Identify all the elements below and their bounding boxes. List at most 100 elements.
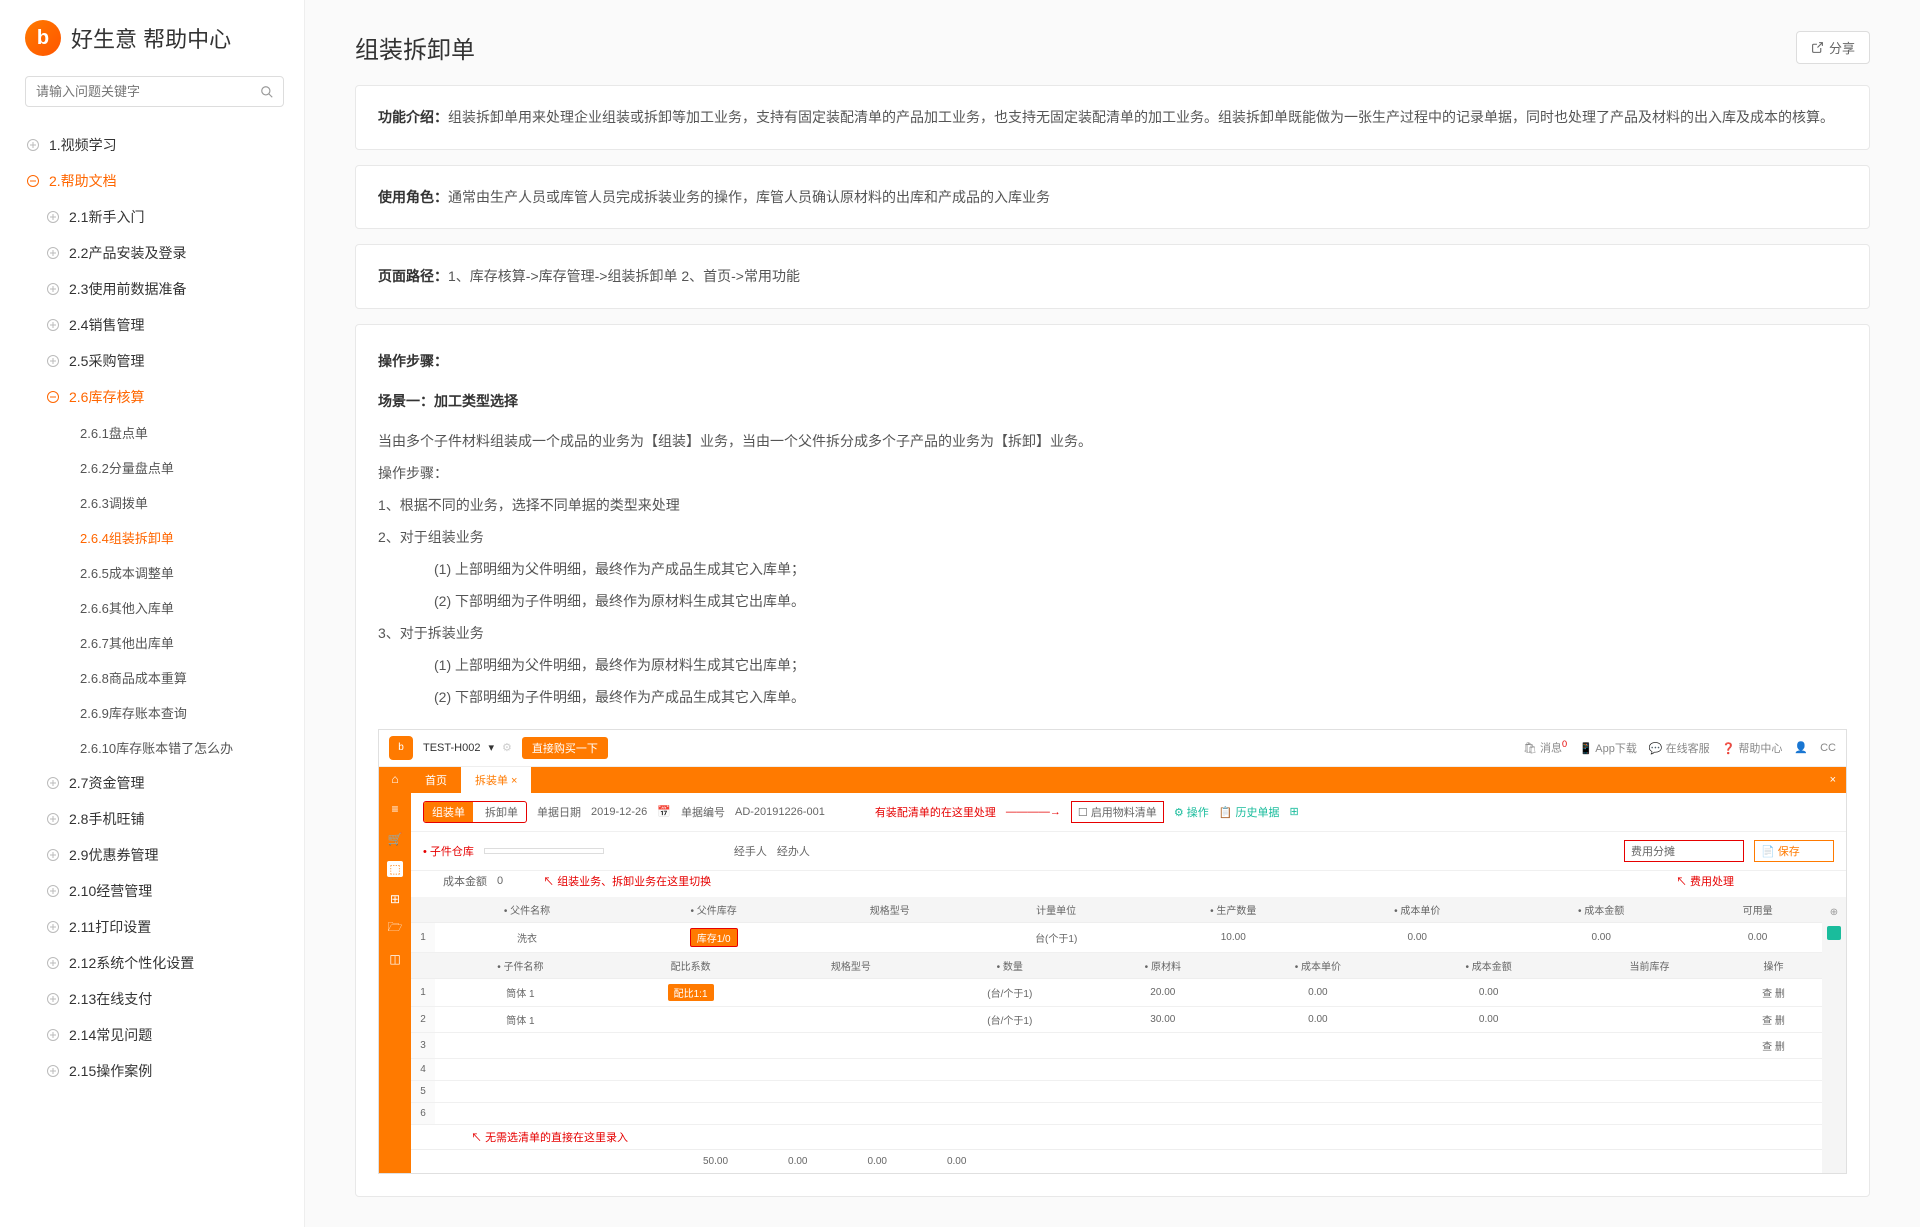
wallet-icon: ⊞ — [387, 891, 403, 907]
nav-item-2-6-7[interactable]: 2.6.7其他出库单 — [25, 625, 284, 660]
share-button[interactable]: 分享 — [1796, 31, 1870, 64]
ss-btn-bom: ☐ 启用物料清单 — [1071, 801, 1164, 823]
nav-item-2-1[interactable]: 2.1新手入门 — [25, 199, 284, 235]
expand-icon — [1827, 926, 1841, 940]
intro-text: 组装拆卸单用来处理企业组装或拆卸等加工业务，支持有固定装配清单的产品加工业务，也… — [448, 109, 1834, 125]
ss-trial-btn: 直接购买一下 — [522, 737, 608, 759]
plus-icon — [45, 245, 61, 261]
search-box — [25, 76, 284, 107]
nav-item-2-7[interactable]: 2.7资金管理 — [25, 765, 284, 801]
page-header: 组装拆卸单 分享 — [355, 30, 1870, 65]
nav-item-2-6-1[interactable]: 2.6.1盘点单 — [25, 415, 284, 450]
ss-annot2: ↖ 组装业务、拆卸业务在这里切换 — [543, 873, 711, 889]
nav-item-docs[interactable]: 2.帮助文档 — [25, 163, 284, 199]
step3-2: (2) 下部明细为子件明细，最终作为产成品生成其它入库单。 — [378, 683, 1847, 711]
nav-item-2-6-5[interactable]: 2.6.5成本调整单 — [25, 555, 284, 590]
ss-app-icon: 📱 App下载 — [1579, 740, 1637, 756]
ss-tab-home: 首页 — [411, 767, 461, 793]
ss-form-row1: 组装单 拆卸单 单据日期 2019-12-26 📅 单据编号 AD-201912… — [411, 793, 1846, 832]
nav-item-2-3[interactable]: 2.3使用前数据准备 — [25, 271, 284, 307]
path-text: 1、库存核算->库存管理->组装拆卸单 2、首页->常用功能 — [448, 268, 800, 284]
ss-doc-label: 单据编号 — [681, 804, 725, 820]
nav-item-2-14[interactable]: 2.14常见问题 — [25, 1017, 284, 1053]
ss-date-label: 单据日期 — [537, 804, 581, 820]
cart-icon: 🛒 — [387, 831, 403, 847]
nav-item-2-6-6[interactable]: 2.6.6其他入库单 — [25, 590, 284, 625]
ss-cost-label: 成本金额 — [443, 873, 487, 889]
nav-label: 2.3使用前数据准备 — [69, 279, 186, 299]
scene1-title: 场景一：加工类型选择 — [378, 387, 1847, 415]
ss-radio2: 拆卸单 — [477, 802, 526, 822]
ss-help-icon: ❓ 帮助中心 — [1722, 740, 1783, 756]
chart-icon: ◫ — [387, 951, 403, 967]
step2-1: (1) 上部明细为父件明细，最终作为产成品生成其它入库单； — [378, 555, 1847, 583]
path-label: 页面路径： — [378, 268, 448, 284]
nav-item-2-5[interactable]: 2.5采购管理 — [25, 343, 284, 379]
scene1-desc: 当由多个子件材料组装成一个成品的业务为【组装】业务，当由一个父件拆分成多个子产品… — [378, 427, 1847, 455]
role-text: 通常由生产人员或库管人员完成拆装业务的操作，库管人员确认原材料的出库和产成品的入… — [448, 189, 1050, 205]
nav-item-2-6-4[interactable]: 2.6.4组装拆卸单 — [25, 520, 284, 555]
nav-item-2-10[interactable]: 2.10经营管理 — [25, 873, 284, 909]
nav-item-2-6-9[interactable]: 2.6.9库存账本查询 — [25, 695, 284, 730]
nav-item-video[interactable]: 1.视频学习 — [25, 127, 284, 163]
nav-item-2-6-8[interactable]: 2.6.8商品成本重算 — [25, 660, 284, 695]
plus-icon — [45, 353, 61, 369]
ss-logo-icon: b — [389, 736, 413, 760]
embedded-screenshot: b TEST-H002 ▾ ⚙ 直接购买一下 🛍 消息0 📱 App下载 💬 在… — [378, 729, 1847, 1174]
role-card: 使用角色：通常由生产人员或库管人员完成拆装业务的操作，库管人员确认原材料的出库和… — [355, 165, 1870, 230]
ss-handler-value: 经办人 — [777, 843, 810, 859]
nav-item-2-6-3[interactable]: 2.6.3调拨单 — [25, 485, 284, 520]
nav-item-2-8[interactable]: 2.8手机旺铺 — [25, 801, 284, 837]
nav-item-2-2[interactable]: 2.2产品安装及登录 — [25, 235, 284, 271]
nav-item-2-6[interactable]: 2.6库存核算 — [25, 379, 284, 415]
plus-icon — [45, 775, 61, 791]
nav-label: 2.5采购管理 — [69, 351, 144, 371]
nav-label: 2.13在线支付 — [69, 989, 152, 1009]
nav-item-2-12[interactable]: 2.12系统个性化设置 — [25, 945, 284, 981]
plus-icon — [45, 883, 61, 899]
nav-label: 2.6.1盘点单 — [80, 423, 148, 442]
nav-item-2-9[interactable]: 2.9优惠券管理 — [25, 837, 284, 873]
sidebar: b 好生意 帮助中心 1.视频学习 2.帮助文档 2.1新手入门 2.2产品安装… — [0, 0, 305, 1227]
ss-cost-dist: 费用分摊 — [1624, 840, 1744, 862]
ss-tab-active: 拆装单 × — [461, 767, 531, 793]
nav-item-2-6-2[interactable]: 2.6.2分量盘点单 — [25, 450, 284, 485]
ss-avatar-icon: 👤 — [1794, 741, 1808, 754]
ss-side-strip: ⊕ — [1822, 897, 1846, 1173]
intro-label: 功能介绍： — [378, 109, 448, 125]
nav-item-2-13[interactable]: 2.13在线支付 — [25, 981, 284, 1017]
nav-label: 2.12系统个性化设置 — [69, 953, 194, 973]
nav-label: 2.6.10库存账本错了怎么办 — [80, 738, 233, 757]
plus-icon — [45, 991, 61, 1007]
nav-item-2-15[interactable]: 2.15操作案例 — [25, 1053, 284, 1089]
nav-label: 2.8手机旺铺 — [69, 809, 144, 829]
search-input[interactable] — [25, 76, 284, 107]
ss-service-icon: 💬 在线客服 — [1649, 740, 1710, 756]
steps-label: 操作步骤： — [378, 459, 1847, 487]
plus-icon — [45, 209, 61, 225]
search-icon[interactable] — [260, 85, 274, 99]
share-icon — [1811, 41, 1824, 54]
content-block: 操作步骤： 场景一：加工类型选择 当由多个子件材料组装成一个成品的业务为【组装】… — [355, 324, 1870, 1197]
nav-item-2-6-10[interactable]: 2.6.10库存账本错了怎么办 — [25, 730, 284, 765]
nav-label: 2.7资金管理 — [69, 773, 144, 793]
nav-label: 2.6库存核算 — [69, 387, 144, 407]
nav-item-2-4[interactable]: 2.4销售管理 — [25, 307, 284, 343]
nav-label: 2.1新手入门 — [69, 207, 144, 227]
plus-icon — [45, 317, 61, 333]
main-content: 组装拆卸单 分享 功能介绍：组装拆卸单用来处理企业组装或拆卸等加工业务，支持有固… — [305, 0, 1920, 1227]
step2: 2、对于组装业务 — [378, 523, 1847, 551]
ss-doc-value: AD-20191226-001 — [735, 806, 825, 818]
plus-icon — [45, 811, 61, 827]
nav-item-2-11[interactable]: 2.11打印设置 — [25, 909, 284, 945]
plus-icon — [45, 847, 61, 863]
home-icon: ⌂ — [387, 771, 403, 787]
plus-icon — [45, 1063, 61, 1079]
step3: 3、对于拆装业务 — [378, 619, 1847, 647]
step1: 1、根据不同的业务，选择不同单据的类型来处理 — [378, 491, 1847, 519]
ss-account: TEST-H002 — [423, 742, 480, 754]
steps-title: 操作步骤： — [378, 347, 1847, 375]
page-title: 组装拆卸单 — [355, 30, 475, 65]
ss-form-row3: 成本金额 0 ↖ 组装业务、拆卸业务在这里切换 ↖ 费用处理 — [411, 871, 1846, 897]
plus-icon — [45, 1027, 61, 1043]
